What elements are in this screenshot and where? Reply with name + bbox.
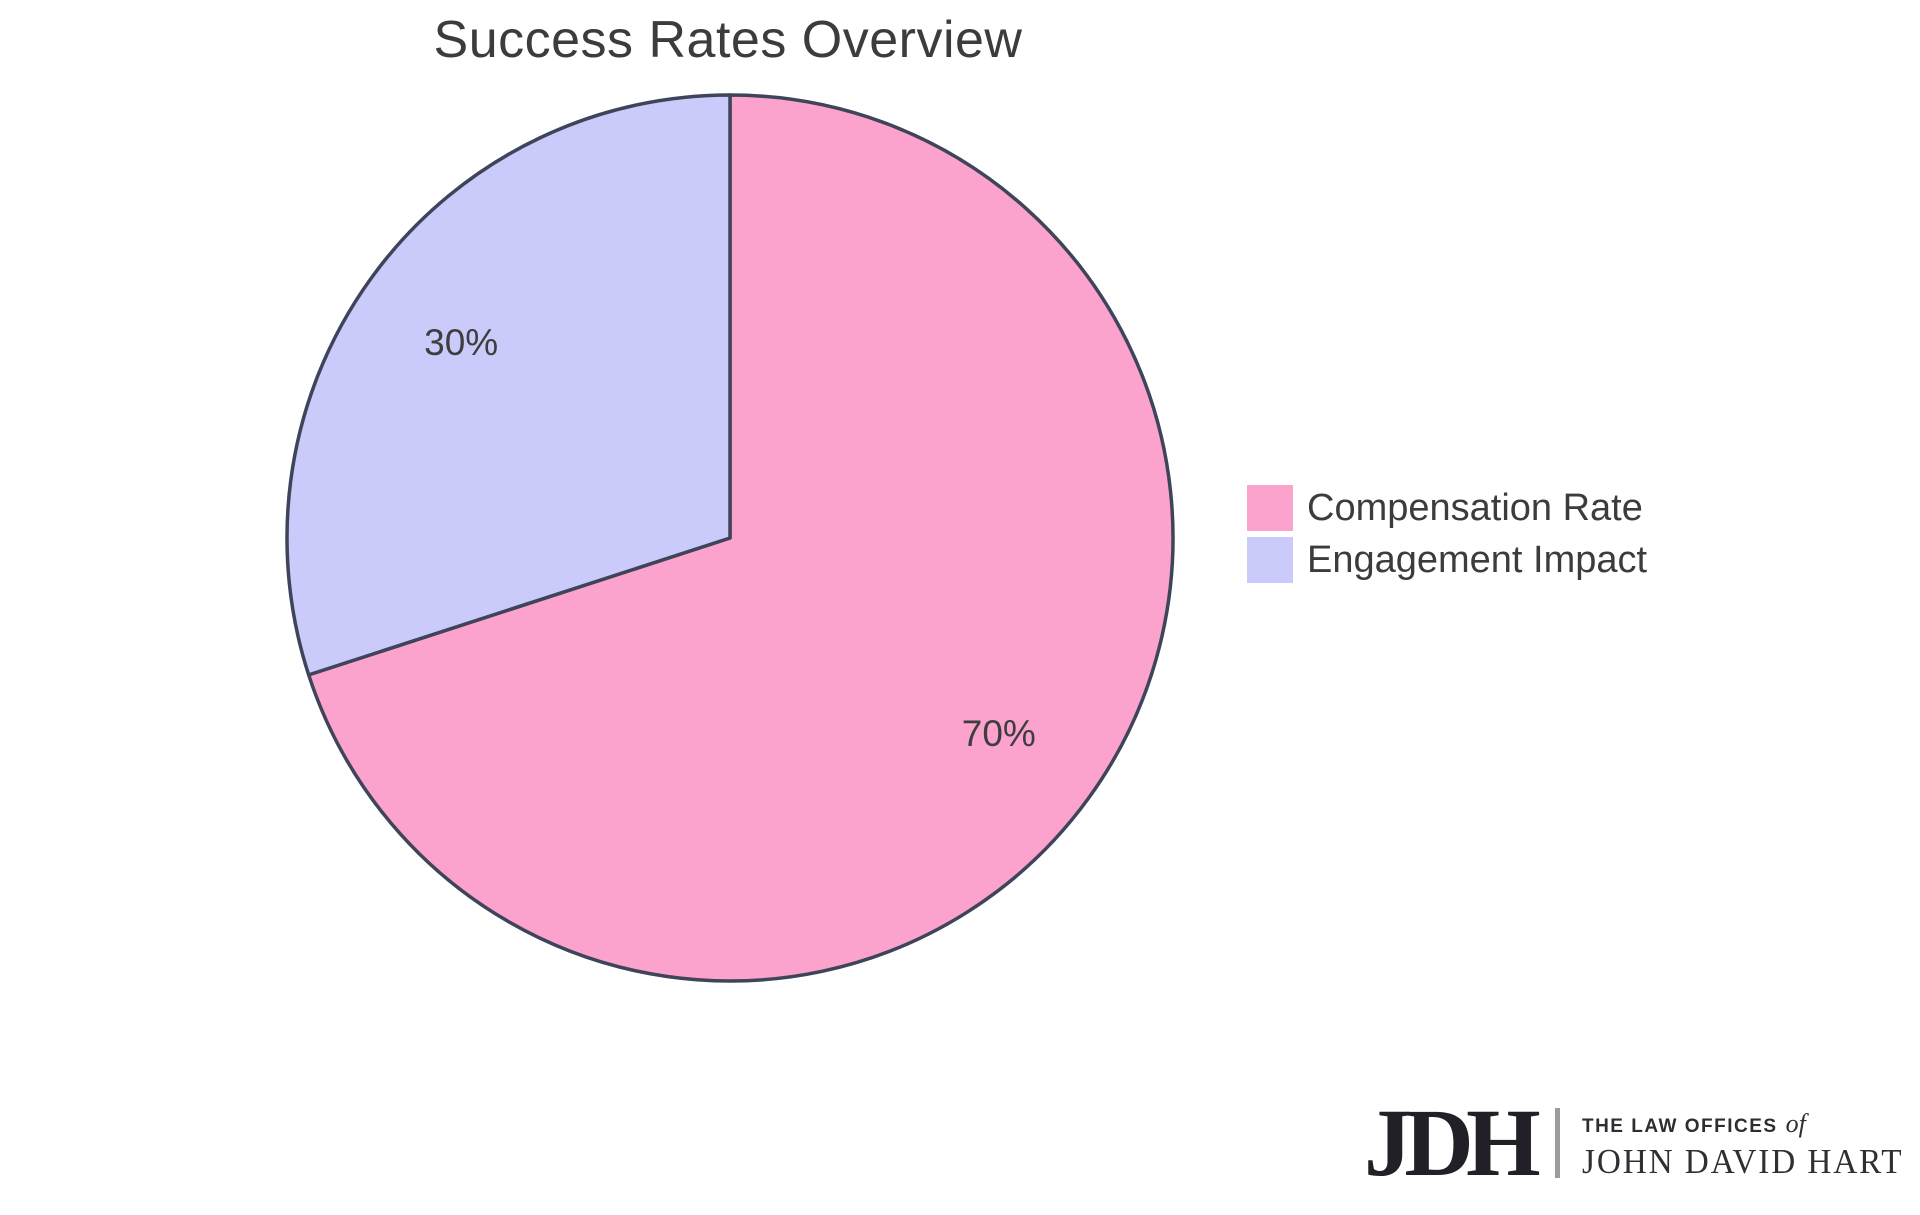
legend-swatch-engagement-impact <box>1247 537 1293 583</box>
logo-firm-name: JOHN DAVID HART <box>1581 1141 1904 1181</box>
legend-label-compensation-rate: Compensation Rate <box>1307 486 1643 529</box>
legend-label-engagement-impact: Engagement Impact <box>1307 538 1648 581</box>
chart-title: Success Rates Overview <box>433 11 1023 69</box>
logo-divider <box>1554 1108 1560 1179</box>
pie-slice-compensation-rate[interactable] <box>306 93 1175 983</box>
legend: Compensation Rate Engagement Impact <box>1247 485 1647 583</box>
pie-slice-engagement-impact[interactable] <box>285 93 732 677</box>
logo-tagline-prefix: THE LAW OFFICES <box>1581 1115 1778 1137</box>
legend-item-compensation-rate[interactable]: Compensation Rate <box>1247 485 1647 531</box>
logo-tagline: THE LAW OFFICES of <box>1582 1109 1920 1139</box>
legend-swatch-compensation-rate <box>1247 485 1293 531</box>
pie-chart: 70%30% <box>285 93 1175 983</box>
logo-tagline-of: of <box>1785 1108 1806 1138</box>
legend-item-engagement-impact[interactable]: Engagement Impact <box>1247 537 1647 583</box>
logo-text: THE LAW OFFICES of JOHN DAVID HART <box>1582 1105 1920 1182</box>
law-firm-logo: JDH THE LAW OFFICES of JOHN DAVID HART <box>1364 1089 1920 1196</box>
jdh-monogram: JDH <box>1364 1089 1541 1196</box>
